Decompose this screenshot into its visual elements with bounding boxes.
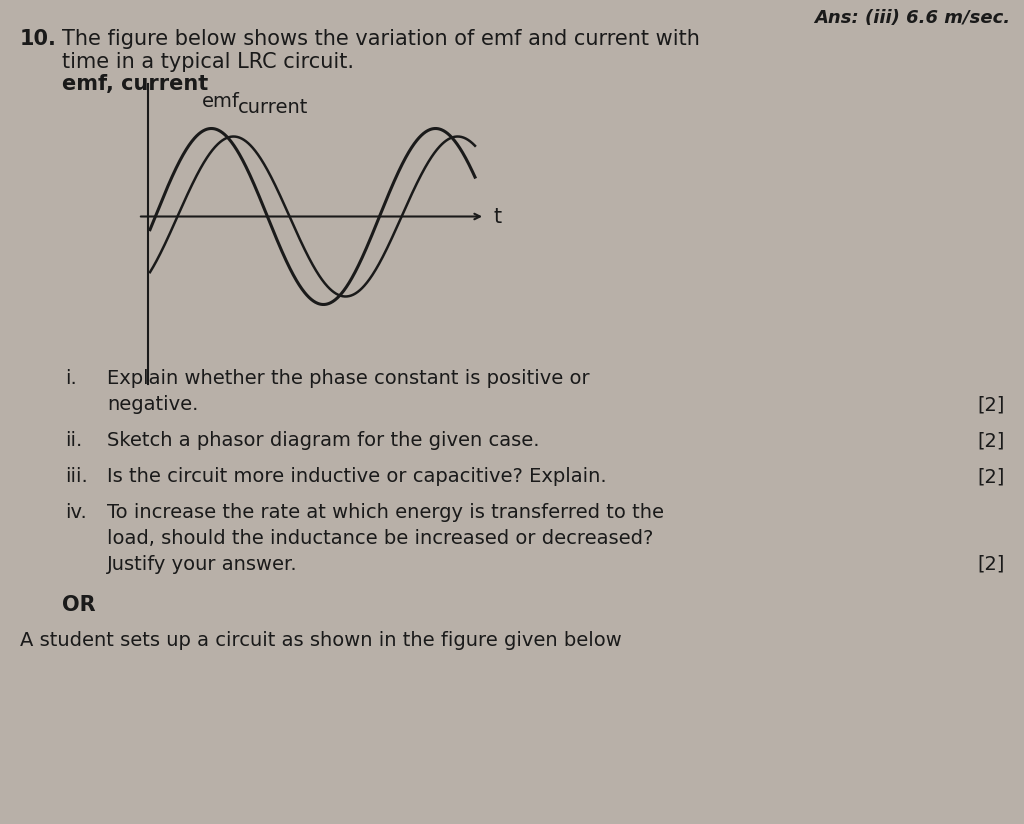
Text: OR: OR (62, 595, 95, 615)
Text: t: t (494, 207, 502, 227)
Text: current: current (239, 97, 309, 116)
Text: Explain whether the phase constant is positive or: Explain whether the phase constant is po… (106, 369, 590, 388)
Text: emf: emf (203, 91, 241, 110)
Text: [2]: [2] (978, 395, 1005, 414)
Text: 10.: 10. (20, 29, 57, 49)
Text: Sketch a phasor diagram for the given case.: Sketch a phasor diagram for the given ca… (106, 431, 540, 450)
Text: time in a typical LRC circuit.: time in a typical LRC circuit. (62, 52, 354, 72)
Text: ii.: ii. (65, 431, 82, 450)
Text: [2]: [2] (978, 467, 1005, 486)
Text: iii.: iii. (65, 467, 88, 486)
Text: negative.: negative. (106, 395, 199, 414)
Text: i.: i. (65, 369, 77, 388)
Text: load, should the inductance be increased or decreased?: load, should the inductance be increased… (106, 529, 653, 548)
Text: iv.: iv. (65, 503, 87, 522)
Text: Ans: (iii) 6.6 m/sec.: Ans: (iii) 6.6 m/sec. (814, 9, 1010, 27)
Text: To increase the rate at which energy is transferred to the: To increase the rate at which energy is … (106, 503, 664, 522)
Text: The figure below shows the variation of emf and current with: The figure below shows the variation of … (62, 29, 699, 49)
Text: [2]: [2] (978, 431, 1005, 450)
Text: emf, current: emf, current (62, 74, 208, 94)
Text: Is the circuit more inductive or capacitive? Explain.: Is the circuit more inductive or capacit… (106, 467, 606, 486)
Text: Justify your answer.: Justify your answer. (106, 555, 298, 574)
Text: [2]: [2] (978, 555, 1005, 574)
Text: A student sets up a circuit as shown in the figure given below: A student sets up a circuit as shown in … (20, 631, 622, 650)
